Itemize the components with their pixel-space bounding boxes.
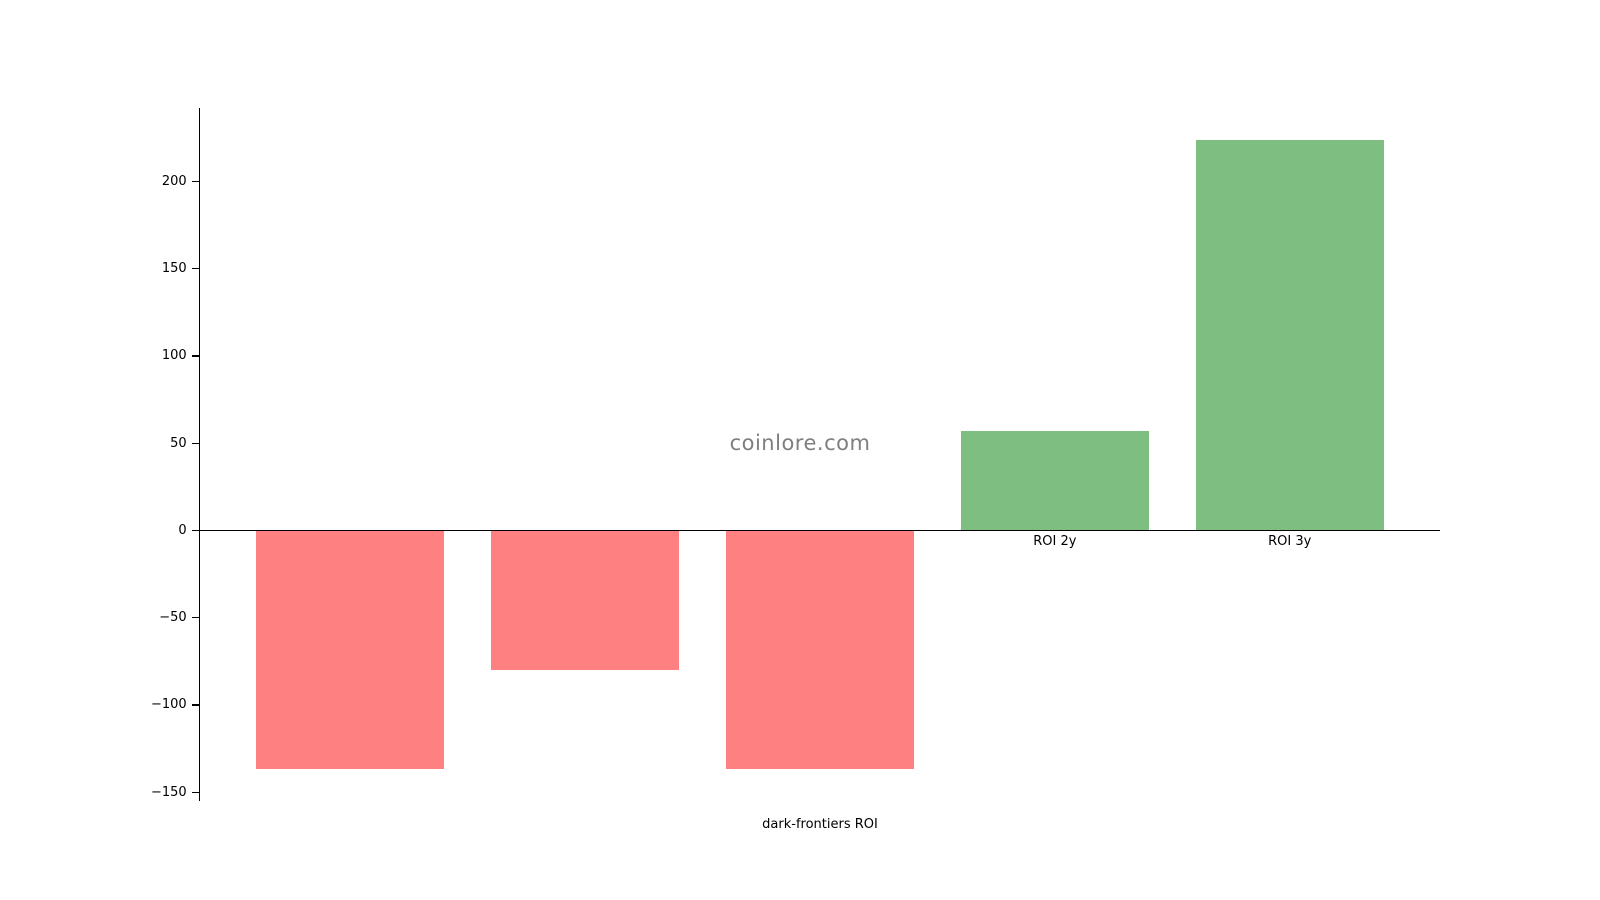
y-tick-mark (191, 355, 199, 357)
bar-roi-3y (1195, 139, 1384, 531)
y-axis-line (198, 108, 200, 801)
x-axis-zero-line (200, 529, 1440, 532)
bar-col-2 (491, 530, 680, 671)
y-tick-mark (191, 180, 199, 183)
watermark-text: coinlore.com (729, 431, 871, 455)
y-tick-label: 0 (178, 522, 187, 538)
y-tick-mark (191, 267, 199, 270)
y-tick-mark (191, 791, 199, 793)
y-tick-mark (191, 704, 199, 706)
y-tick-mark (191, 617, 199, 619)
chart-title: dark-frontiers ROI (762, 817, 878, 832)
y-tick-label: −50 (159, 610, 187, 626)
y-tick-label: 100 (161, 348, 187, 364)
bar-col-1 (256, 530, 445, 770)
bar-col-3 (726, 530, 914, 770)
bar-roi-2y (960, 430, 1149, 531)
x-tick-label: ROI 2y (1033, 533, 1077, 549)
y-tick-label: 150 (161, 261, 187, 277)
y-tick-label: 50 (170, 435, 187, 451)
y-tick-mark (191, 529, 199, 532)
y-tick-label: −150 (150, 784, 187, 800)
x-tick-label: ROI 3y (1268, 533, 1312, 549)
y-tick-label: 200 (161, 173, 187, 189)
y-tick-label: −100 (150, 697, 187, 713)
y-tick-mark (191, 442, 199, 444)
